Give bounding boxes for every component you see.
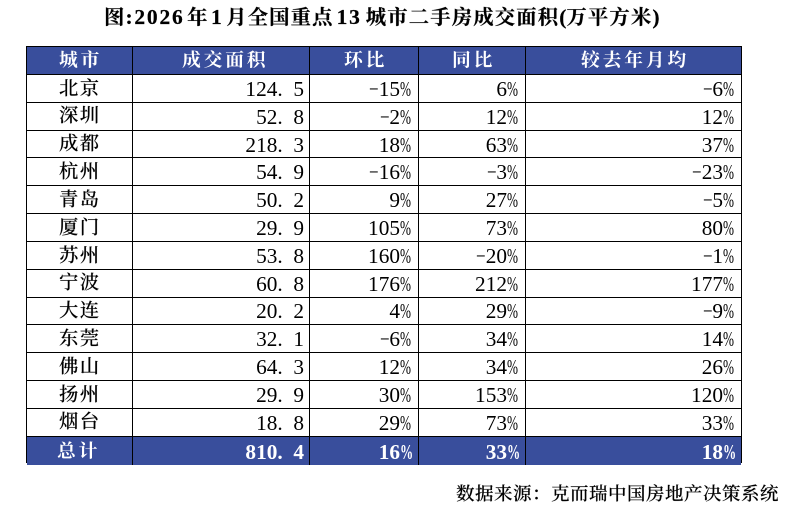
svg-text:): ) (652, 5, 659, 29)
svg-text:1: 1 (211, 5, 224, 29)
svg-text:13: 13 (337, 5, 362, 29)
svg-text:(: ( (559, 5, 566, 29)
svg-text:2026: 2026 (134, 5, 184, 29)
svg-text::: : (126, 5, 133, 29)
